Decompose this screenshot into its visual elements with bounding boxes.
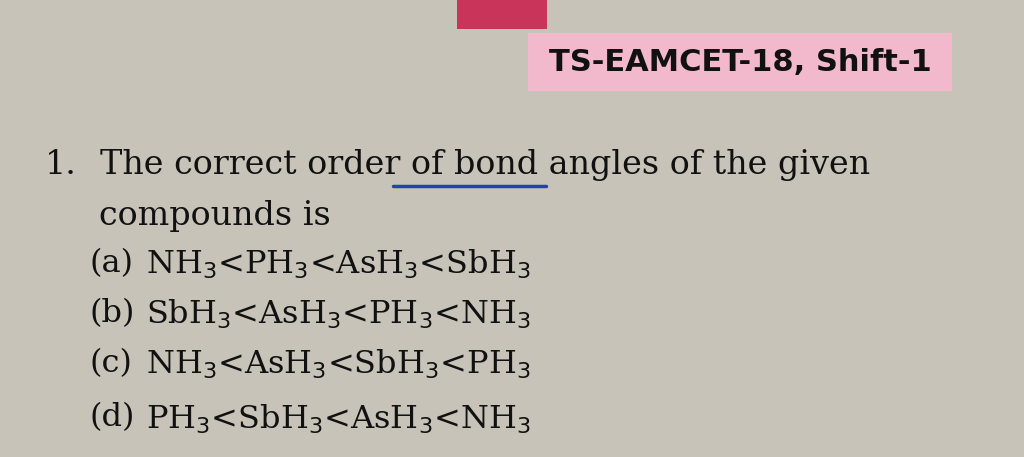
Text: NH$_3$<AsH$_3$<SbH$_3$<PH$_3$: NH$_3$<AsH$_3$<SbH$_3$<PH$_3$	[146, 348, 530, 381]
Bar	[457, 0, 547, 29]
Text: PH$_3$<SbH$_3$<AsH$_3$<NH$_3$: PH$_3$<SbH$_3$<AsH$_3$<NH$_3$	[146, 402, 530, 436]
Text: (c): (c)	[89, 348, 132, 378]
Text: The correct order of bond angles of the given: The correct order of bond angles of the …	[100, 149, 870, 181]
Text: (b): (b)	[89, 298, 135, 329]
Text: SbH$_3$<AsH$_3$<PH$_3$<NH$_3$: SbH$_3$<AsH$_3$<PH$_3$<NH$_3$	[146, 298, 530, 331]
Text: NH$_3$<PH$_3$<AsH$_3$<SbH$_3$: NH$_3$<PH$_3$<AsH$_3$<SbH$_3$	[146, 248, 530, 282]
Text: TS-EAMCET-18, Shift-1: TS-EAMCET-18, Shift-1	[549, 48, 932, 76]
Text: (a): (a)	[89, 248, 133, 279]
Text: (d): (d)	[89, 402, 135, 433]
Text: compounds is: compounds is	[99, 200, 331, 232]
Text: 1.: 1.	[45, 149, 77, 181]
FancyBboxPatch shape	[528, 33, 952, 91]
